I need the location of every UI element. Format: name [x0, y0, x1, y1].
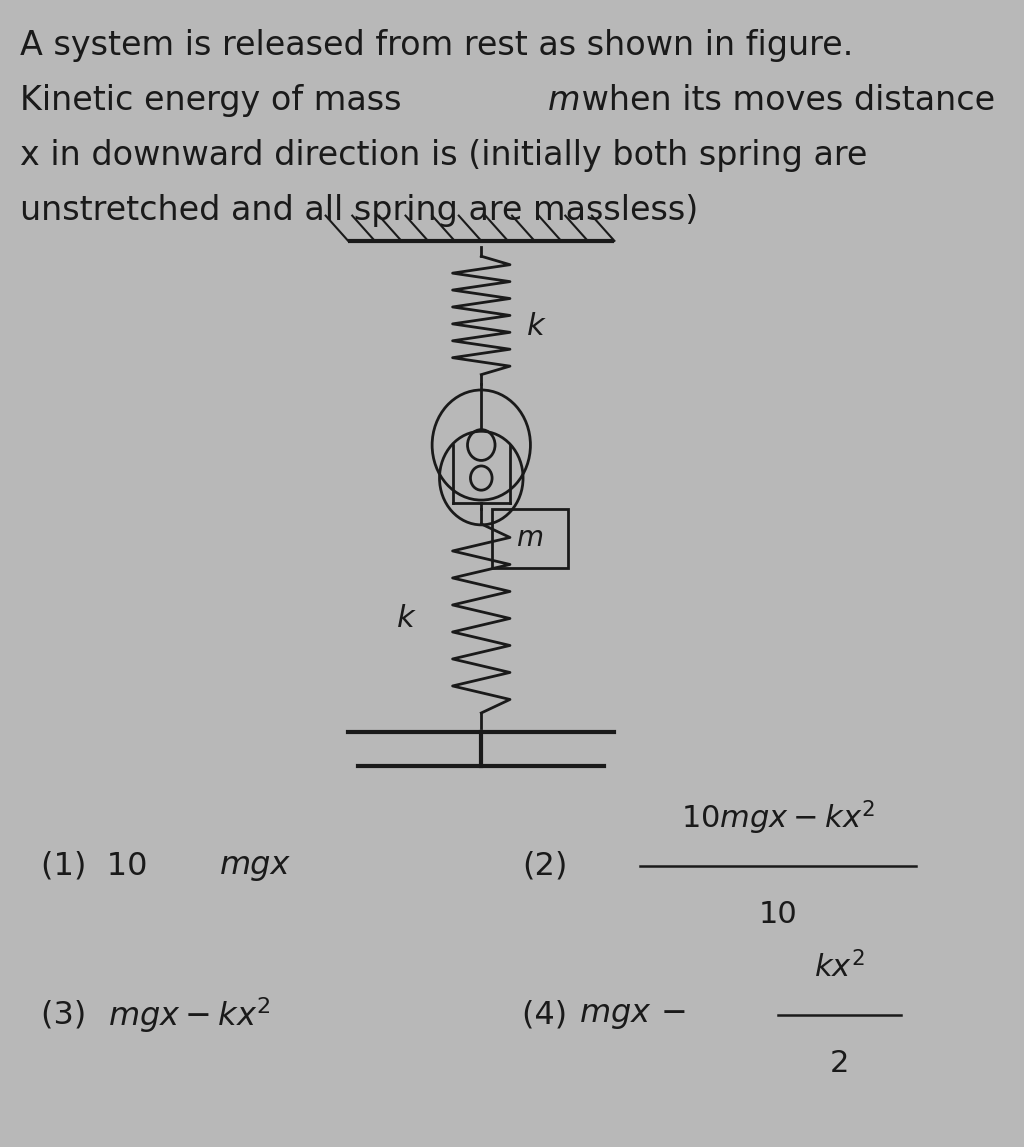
Text: $mgx\,-$: $mgx\,-$ [579, 999, 686, 1031]
Text: $kx^2$: $kx^2$ [814, 951, 865, 983]
Text: k: k [397, 604, 415, 633]
Text: (1)  10: (1) 10 [41, 850, 158, 882]
Text: (4): (4) [522, 999, 588, 1031]
Text: m: m [516, 524, 544, 553]
Text: unstretched and all spring are massless): unstretched and all spring are massless) [20, 194, 698, 227]
Text: k: k [527, 312, 545, 342]
Text: (2): (2) [522, 850, 567, 882]
Text: (3): (3) [41, 999, 106, 1031]
Text: A system is released from rest as shown in figure.: A system is released from rest as shown … [20, 29, 854, 62]
Text: 2: 2 [830, 1048, 849, 1078]
Bar [492, 508, 568, 568]
Text: Kinetic energy of mass: Kinetic energy of mass [20, 84, 413, 117]
Text: x in downward direction is (initially both spring are: x in downward direction is (initially bo… [20, 139, 868, 172]
Text: 10: 10 [759, 899, 798, 929]
Text: $10mgx - kx^2$: $10mgx - kx^2$ [681, 798, 876, 837]
Text: $mgx - kx^2$: $mgx - kx^2$ [108, 996, 270, 1035]
Text: when its moves distance: when its moves distance [571, 84, 995, 117]
Text: mgx: mgx [220, 850, 291, 882]
Text: m: m [548, 84, 581, 117]
